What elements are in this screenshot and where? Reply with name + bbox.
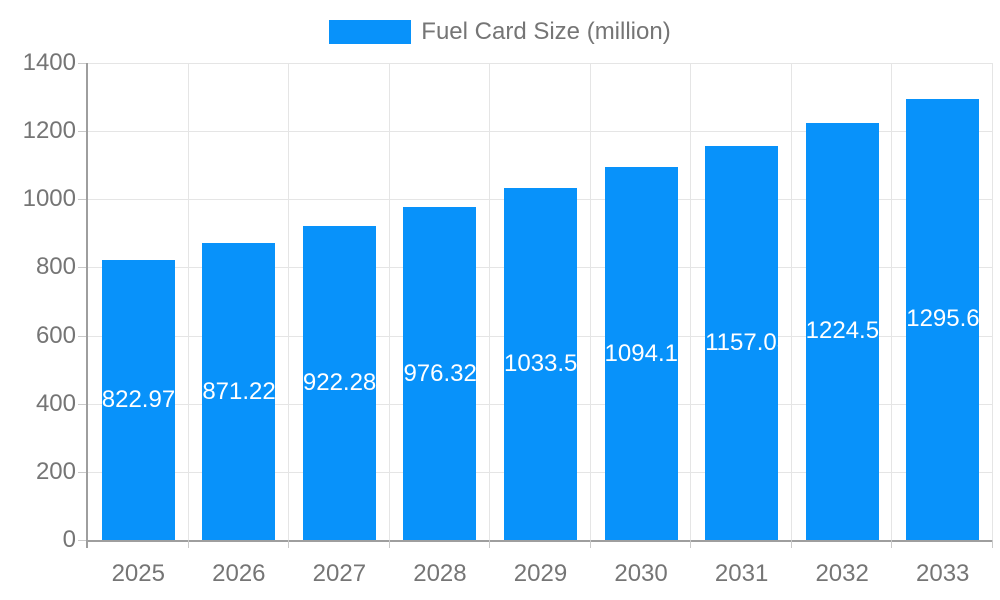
bar-value-label-2033: 1295.61 [906,305,980,333]
y-tick-mark-800 [78,267,86,269]
x-tick-mark-2 [288,540,289,548]
y-tick-label-0: 0 [62,526,76,553]
bar-2027: 922.28 [302,225,376,540]
y-tick-mark-1200 [78,131,86,133]
y-axis-line [86,63,88,548]
x-tick-mark-8 [891,540,892,548]
x-tick-label-2029: 2029 [513,560,568,587]
v-gridline-6 [690,63,691,540]
bar-value-label-2028: 976.32 [403,359,477,387]
x-tick-mark-9 [992,540,993,548]
y-tick-label-200: 200 [35,457,76,485]
y-tick-mark-1000 [78,199,86,201]
bar-value-label-2027: 922.28 [302,368,376,396]
x-tick-mark-4 [489,540,490,548]
legend-series-label: Fuel Card Size (million) [421,18,671,45]
y-tick-label-800: 800 [35,253,76,281]
x-tick-label-2030: 2030 [614,560,668,587]
bar-2032: 1224.52 [805,122,879,540]
x-tick-label-2025: 2025 [111,560,165,587]
y-tick-mark-200 [78,471,86,473]
y-tick-mark-0 [78,540,86,541]
x-tick-mark-1 [188,540,189,548]
chart-legend: Fuel Card Size (million) [0,18,1000,46]
x-tick-label-2026: 2026 [212,560,266,587]
x-tick-label-2028: 2028 [413,560,467,587]
y-tick-label-1000: 1000 [22,185,76,213]
v-gridline-4 [489,63,490,540]
y-tick-mark-400 [78,403,86,405]
y-tick-label-1400: 1400 [22,49,76,76]
plot-area: 822.97 871.22 922.28 976.32 1033.54 1094.11 11… [88,63,993,540]
v-gridline-7 [791,63,792,540]
x-tick-label-2031: 2031 [714,560,769,587]
bar-value-label-2031: 1157.03 [705,328,778,356]
bar-value-label-2030: 1094.11 [604,339,678,367]
x-tick-mark-7 [791,540,792,548]
y-tick-label-1200: 1200 [22,117,76,145]
legend-color-swatch [329,20,412,44]
v-gridline-9 [992,63,993,540]
bar-value-label-2025: 822.97 [101,385,175,413]
bar-2031: 1157.03 [705,145,779,540]
bar-value-label-2026: 871.22 [202,377,276,405]
bar-2026: 871.22 [202,243,276,540]
x-tick-label-2027: 2027 [312,560,367,587]
bar-value-label-2032: 1224.52 [805,317,879,345]
y-tick-mark-1400 [78,63,86,64]
x-tick-label-2033: 2033 [916,560,970,587]
v-gridline-2 [288,63,289,540]
y-tick-mark-600 [78,335,86,337]
y-tick-label-400: 400 [35,389,76,417]
bar-2030: 1094.11 [604,167,678,540]
x-axis-line [86,540,993,542]
v-gridline-5 [590,63,591,540]
bar-2025: 822.97 [101,259,175,540]
h-gridline-1200 [88,131,993,133]
bar-value-label-2029: 1033.54 [504,349,577,377]
bar-2029: 1033.54 [504,187,577,540]
bar-2033: 1295.61 [906,98,980,540]
x-tick-mark-6 [690,540,691,548]
legend-item-fuel-card-size[interactable]: Fuel Card Size (million) [329,18,671,46]
h-gridline-1400 [88,63,993,64]
y-tick-label-600: 600 [35,321,76,349]
v-gridline-1 [188,63,189,540]
v-gridline-8 [891,63,892,540]
x-tick-mark-5 [590,540,591,548]
x-tick-mark-3 [389,540,390,548]
v-gridline-3 [389,63,390,540]
x-tick-label-2032: 2032 [815,560,869,587]
bar-2028: 976.32 [403,207,477,540]
